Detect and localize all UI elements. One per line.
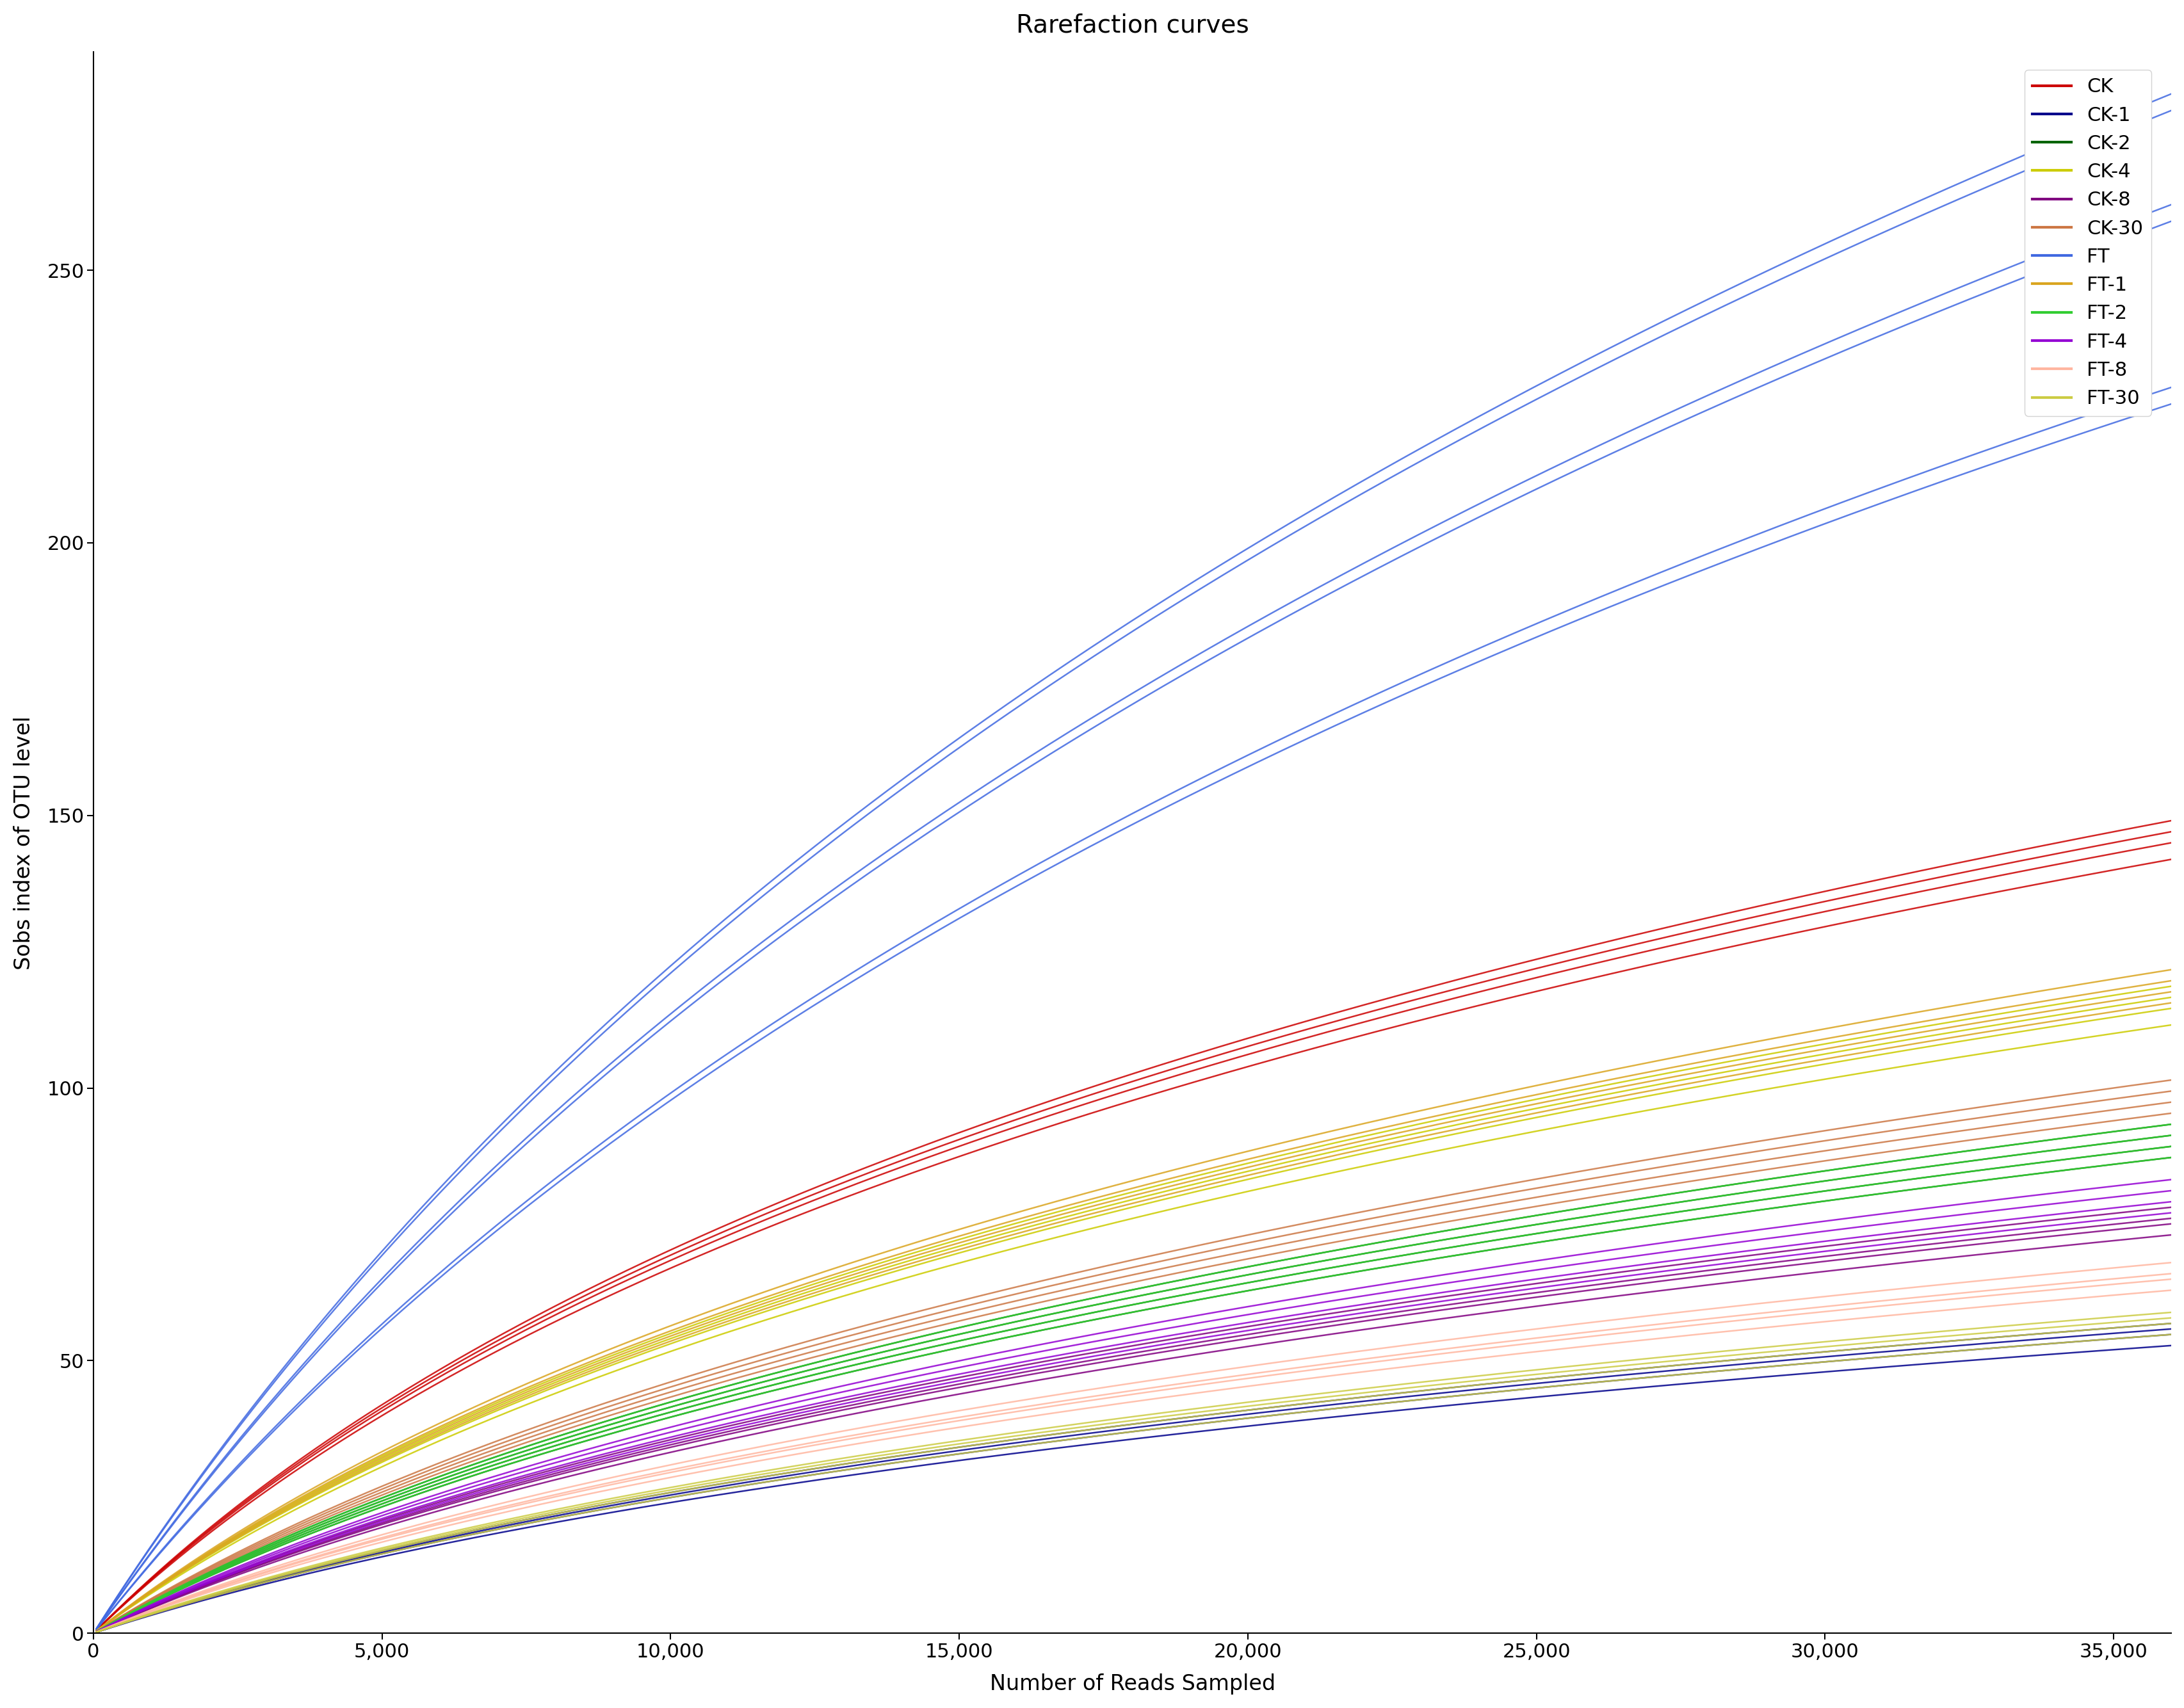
Legend: CK, CK-1, CK-2, CK-4, CK-8, CK-30, FT, FT-1, FT-2, FT-4, FT-8, FT-30: CK, CK-1, CK-2, CK-4, CK-8, CK-30, FT, F… (2025, 70, 2151, 415)
Y-axis label: Sobs index of OTU level: Sobs index of OTU level (13, 716, 35, 970)
X-axis label: Number of Reads Sampled: Number of Reads Sampled (989, 1674, 1275, 1694)
Title: Rarefaction curves: Rarefaction curves (1016, 14, 1249, 38)
